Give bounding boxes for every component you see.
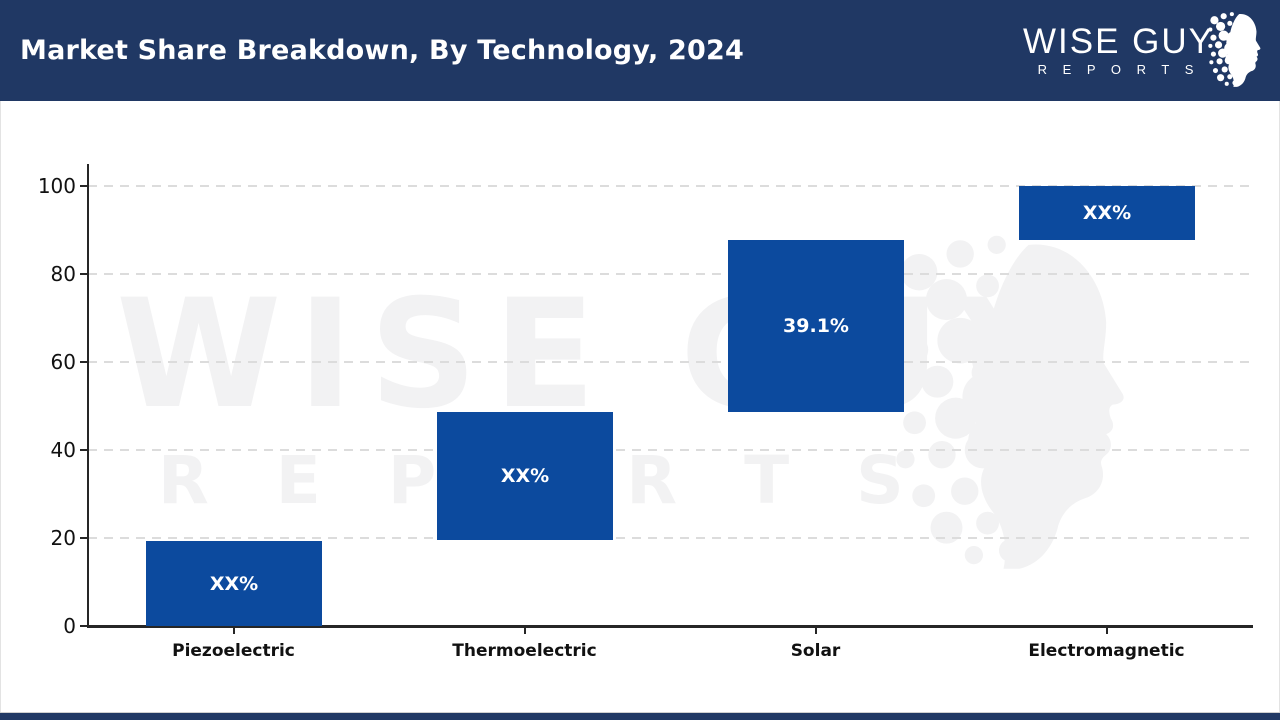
y-tick-label: 80 bbox=[50, 261, 76, 286]
x-axis-line bbox=[87, 625, 1253, 628]
y-tick-label: 40 bbox=[50, 437, 76, 462]
x-tick-label: Thermoelectric bbox=[452, 641, 597, 661]
bar-electromagnetic bbox=[1019, 185, 1195, 240]
page-title: Market Share Breakdown, By Technology, 2… bbox=[20, 35, 745, 66]
x-tick-electromagnetic bbox=[1105, 627, 1108, 634]
y-tick-80 bbox=[80, 272, 88, 275]
y-tick-label: 0 bbox=[63, 614, 76, 638]
y-tick-label: 100 bbox=[37, 173, 76, 198]
y-tick-0 bbox=[80, 625, 88, 627]
x-tick-label: Piezoelectric bbox=[172, 641, 295, 661]
gridline-40 bbox=[88, 448, 1252, 451]
bar-solar bbox=[728, 239, 904, 412]
y-tick-60 bbox=[80, 360, 88, 363]
x-tick-label: Electromagnetic bbox=[1028, 641, 1185, 661]
content-left-border bbox=[0, 101, 1, 713]
brand-face-icon bbox=[1204, 9, 1270, 91]
y-tick-label: 20 bbox=[50, 525, 76, 550]
brand-logo: WISE GUY R E P O R T S bbox=[1023, 4, 1270, 96]
bar-thermoelectric bbox=[437, 411, 613, 541]
footer-bar bbox=[0, 712, 1280, 720]
header-bar: Market Share Breakdown, By Technology, 2… bbox=[0, 0, 1280, 101]
watermark-face-icon bbox=[862, 222, 1177, 587]
gridline-100 bbox=[88, 184, 1252, 187]
y-tick-100 bbox=[80, 184, 88, 187]
bar-value-label: XX% bbox=[500, 465, 550, 488]
x-tick-solar bbox=[814, 627, 817, 634]
brand-subtitle: R E P O R T S bbox=[1037, 62, 1200, 77]
x-tick-thermoelectric bbox=[523, 627, 526, 634]
y-tick-20 bbox=[80, 536, 88, 539]
x-tick-label: Solar bbox=[790, 641, 841, 661]
bar-value-label: XX% bbox=[1082, 201, 1132, 224]
y-tick-40 bbox=[80, 448, 88, 451]
bar-value-label: XX% bbox=[209, 572, 259, 595]
gridline-80 bbox=[88, 272, 1252, 275]
brand-logo-text: WISE GUY R E P O R T S bbox=[1023, 24, 1214, 76]
y-axis-line bbox=[87, 163, 89, 628]
bar-piezoelectric bbox=[146, 541, 322, 626]
x-tick-piezoelectric bbox=[232, 627, 235, 634]
bar-value-label: 39.1% bbox=[783, 314, 849, 337]
brand-name: WISE GUY bbox=[1022, 22, 1214, 61]
gridline-60 bbox=[88, 360, 1252, 363]
y-tick-label: 60 bbox=[50, 349, 76, 374]
gridline-20 bbox=[88, 536, 1252, 539]
